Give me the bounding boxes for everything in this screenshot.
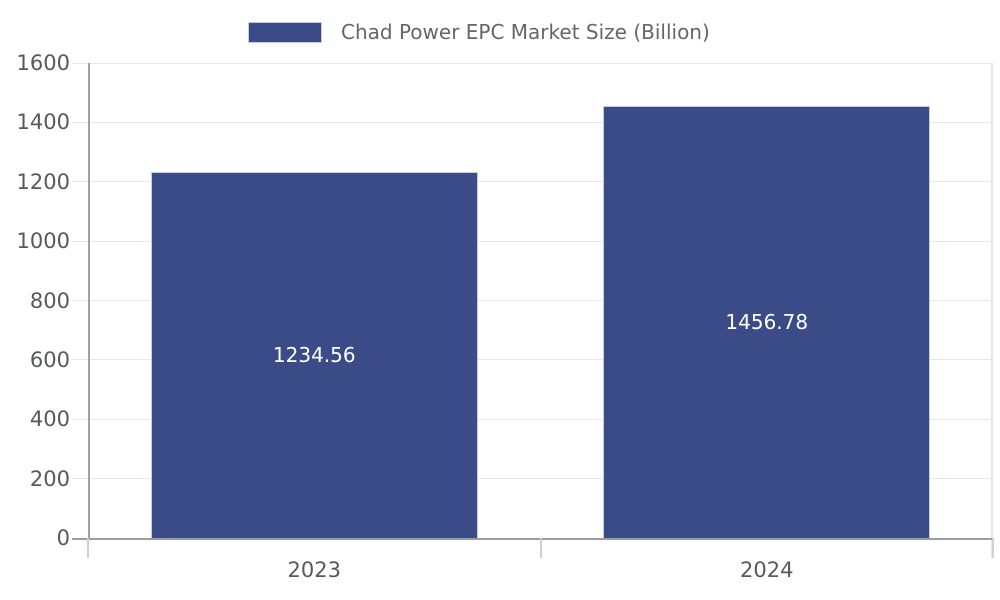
- bar: [150, 171, 478, 538]
- gridline: [72, 359, 993, 361]
- x-axis-tick-label: 2024: [740, 558, 794, 582]
- y-axis-tick-label: 1600: [16, 51, 70, 75]
- gridline: [72, 478, 993, 480]
- x-axis-tick-label: 2023: [287, 558, 341, 582]
- y-axis-tick-label: 1400: [16, 110, 70, 135]
- legend-label: Chad Power EPC Market Size (Billion): [341, 20, 710, 44]
- bar-value-label: 1456.78: [725, 309, 809, 334]
- bar: [603, 105, 931, 538]
- plot-area: 0 200 400 600 800 1000 1200 1400 1600 1234.56 2023…: [17, 51, 994, 582]
- gridline: [72, 62, 993, 64]
- x-axis-tick: [539, 538, 542, 558]
- legend-swatch: [248, 22, 322, 43]
- y-axis-tick-label: 400: [29, 407, 70, 432]
- bar-value-label: 1234.56: [272, 342, 356, 367]
- y-axis-tick-label: 0: [56, 526, 70, 550]
- left-spine: [88, 63, 90, 538]
- gridline: [72, 181, 993, 183]
- gridline: [72, 418, 993, 420]
- legend: Chad Power EPC Market Size (Billion): [248, 22, 710, 43]
- right-border: [991, 63, 993, 558]
- y-axis-tick-label: 800: [29, 288, 70, 313]
- y-axis-tick-label: 600: [29, 347, 70, 372]
- gridline: [72, 121, 993, 123]
- y-axis-tick-label: 200: [29, 466, 70, 491]
- x-axis-tick: [992, 538, 994, 558]
- gridline: [72, 300, 993, 301]
- x-axis-tick: [87, 538, 89, 558]
- gridline: [72, 240, 993, 242]
- bottom-axis: [72, 538, 993, 540]
- y-axis-tick-label: 1000: [16, 229, 70, 254]
- y-axis-tick-label: 1200: [16, 169, 70, 194]
